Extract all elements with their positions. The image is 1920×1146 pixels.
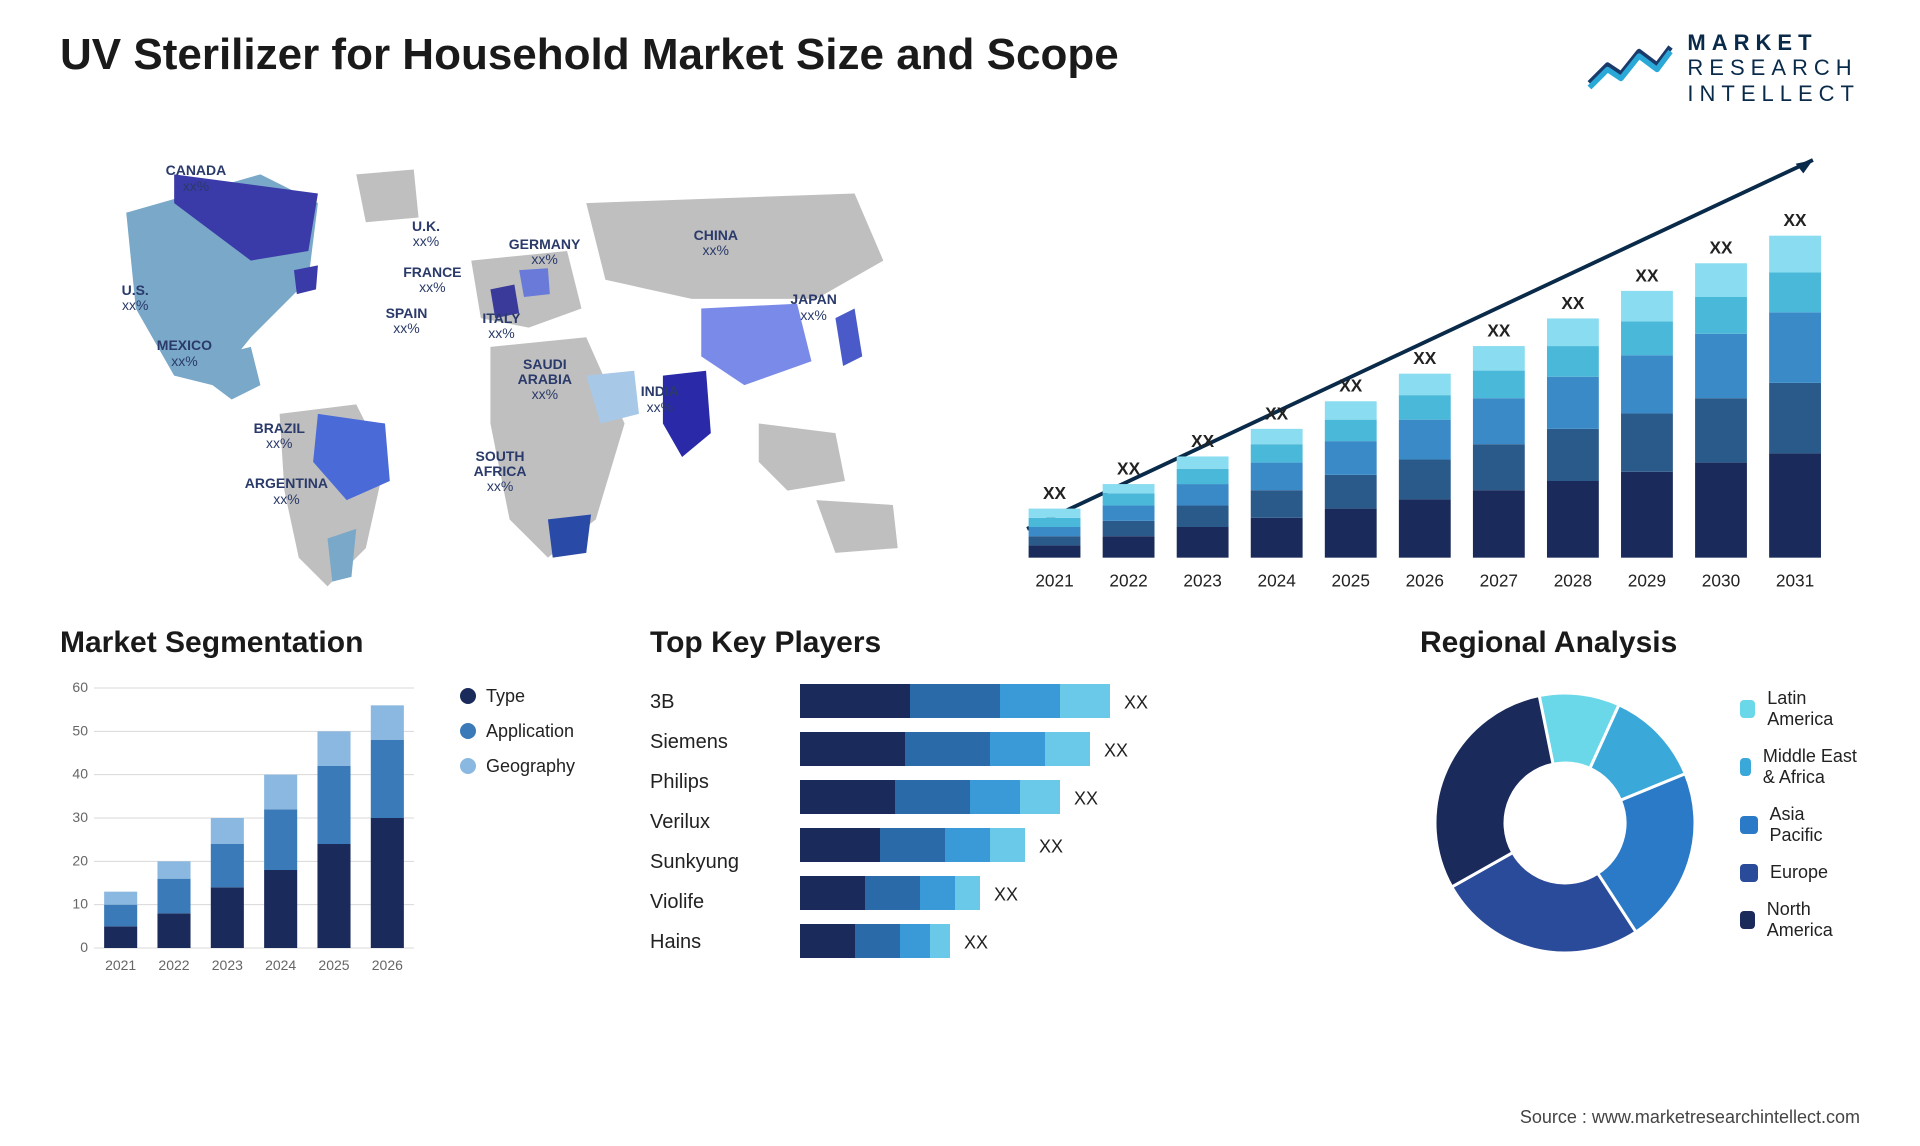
svg-text:2022: 2022 <box>1109 570 1147 590</box>
map-label: ITALYxx% <box>482 311 520 342</box>
segmentation-title: Market Segmentation <box>60 626 440 660</box>
legend-item: North America <box>1740 899 1860 941</box>
svg-text:2026: 2026 <box>372 957 403 973</box>
svg-text:XX: XX <box>1784 210 1808 230</box>
svg-text:2028: 2028 <box>1554 570 1592 590</box>
svg-text:XX: XX <box>1043 483 1067 503</box>
player-name: 3B <box>650 682 770 722</box>
map-label: GERMANYxx% <box>509 237 581 268</box>
map-label: SAUDIARABIAxx% <box>518 357 572 403</box>
svg-text:XX: XX <box>1487 320 1511 340</box>
svg-text:2030: 2030 <box>1702 570 1740 590</box>
world-map: CANADAxx% U.S.xx% MEXICOxx% BRAZILxx% ARGENT… <box>60 136 940 596</box>
svg-text:10: 10 <box>72 896 88 912</box>
segmentation-chart: 0 10 20 30 40 50 60 2021 2022 2023 2024 2025 2026 <box>60 678 420 978</box>
legend-item: Type <box>460 686 620 707</box>
svg-text:XX: XX <box>1191 431 1215 451</box>
map-label: SPAINxx% <box>386 306 428 337</box>
svg-text:XX: XX <box>1039 836 1063 856</box>
map-label: U.K.xx% <box>412 219 440 250</box>
svg-text:XX: XX <box>1117 458 1141 478</box>
svg-text:XX: XX <box>1339 376 1363 396</box>
svg-text:XX: XX <box>1709 238 1733 258</box>
legend-item: Latin America <box>1740 688 1860 730</box>
svg-text:XX: XX <box>1074 788 1098 808</box>
map-label: JAPANxx% <box>790 292 836 323</box>
map-label: SOUTHAFRICAxx% <box>474 449 527 495</box>
logo-icon <box>1585 35 1675 100</box>
map-label: FRANCExx% <box>403 265 461 296</box>
svg-text:30: 30 <box>72 809 88 825</box>
svg-text:XX: XX <box>1561 293 1585 313</box>
svg-text:2031: 2031 <box>1776 570 1814 590</box>
svg-text:2027: 2027 <box>1480 570 1518 590</box>
player-name: Hains <box>650 922 770 962</box>
svg-text:XX: XX <box>964 932 988 952</box>
svg-text:XX: XX <box>1635 265 1659 285</box>
regional-title: Regional Analysis <box>1420 626 1860 660</box>
players-list: 3BSiemensPhilipsVeriluxSunkyungViolifeHa… <box>650 678 770 978</box>
brand-logo: MARKET RESEARCH INTELLECT <box>1585 30 1860 106</box>
map-label: CANADAxx% <box>166 163 227 194</box>
svg-text:2023: 2023 <box>1183 570 1221 590</box>
svg-text:XX: XX <box>1413 348 1437 368</box>
svg-text:2021: 2021 <box>105 957 136 973</box>
svg-text:60: 60 <box>72 679 88 695</box>
growth-chart: XX 2021 XX 2022 XX 2023 XX 2024 XX 2025 XX 2026 XX 20… <box>980 136 1860 596</box>
player-name: Siemens <box>650 722 770 762</box>
legend-item: Europe <box>1740 862 1860 883</box>
svg-text:40: 40 <box>72 766 88 782</box>
svg-text:2022: 2022 <box>158 957 189 973</box>
svg-text:2024: 2024 <box>1257 570 1296 590</box>
map-label: ARGENTINAxx% <box>245 476 328 507</box>
svg-text:2023: 2023 <box>212 957 243 973</box>
players-chart: XX XX XX XX XX XX <box>800 678 1320 978</box>
legend-item: Asia Pacific <box>1740 804 1860 846</box>
svg-text:20: 20 <box>72 852 88 868</box>
page-title: UV Sterilizer for Household Market Size … <box>60 30 1119 80</box>
player-name: Philips <box>650 762 770 802</box>
map-label: MEXICOxx% <box>157 338 212 369</box>
legend-item: Geography <box>460 756 620 777</box>
svg-text:50: 50 <box>72 722 88 738</box>
player-name: Violife <box>650 882 770 922</box>
map-label: INDIAxx% <box>641 384 679 415</box>
svg-text:2024: 2024 <box>265 957 296 973</box>
svg-text:XX: XX <box>1265 403 1289 423</box>
svg-text:XX: XX <box>1124 692 1148 712</box>
svg-text:XX: XX <box>994 884 1018 904</box>
svg-text:2025: 2025 <box>318 957 349 973</box>
map-label: BRAZILxx% <box>254 421 305 452</box>
legend-item: Middle East & Africa <box>1740 746 1860 788</box>
svg-text:XX: XX <box>1104 740 1128 760</box>
svg-text:2025: 2025 <box>1332 570 1370 590</box>
source-footer: Source : www.marketresearchintellect.com <box>1520 1107 1860 1128</box>
map-label: U.S.xx% <box>122 283 149 314</box>
segmentation-legend: Type Application Geography <box>460 626 620 1026</box>
player-name: Verilux <box>650 802 770 842</box>
map-label: CHINAxx% <box>694 228 738 259</box>
svg-text:2029: 2029 <box>1628 570 1666 590</box>
svg-text:2021: 2021 <box>1035 570 1073 590</box>
svg-text:0: 0 <box>80 939 88 955</box>
legend-item: Application <box>460 721 620 742</box>
regional-legend: Latin America Middle East & Africa Asia Pa… <box>1740 688 1860 957</box>
players-title: Top Key Players <box>650 626 1390 660</box>
svg-text:2026: 2026 <box>1406 570 1444 590</box>
regional-donut <box>1420 678 1710 968</box>
logo-text: MARKET RESEARCH INTELLECT <box>1687 30 1860 106</box>
player-name: Sunkyung <box>650 842 770 882</box>
